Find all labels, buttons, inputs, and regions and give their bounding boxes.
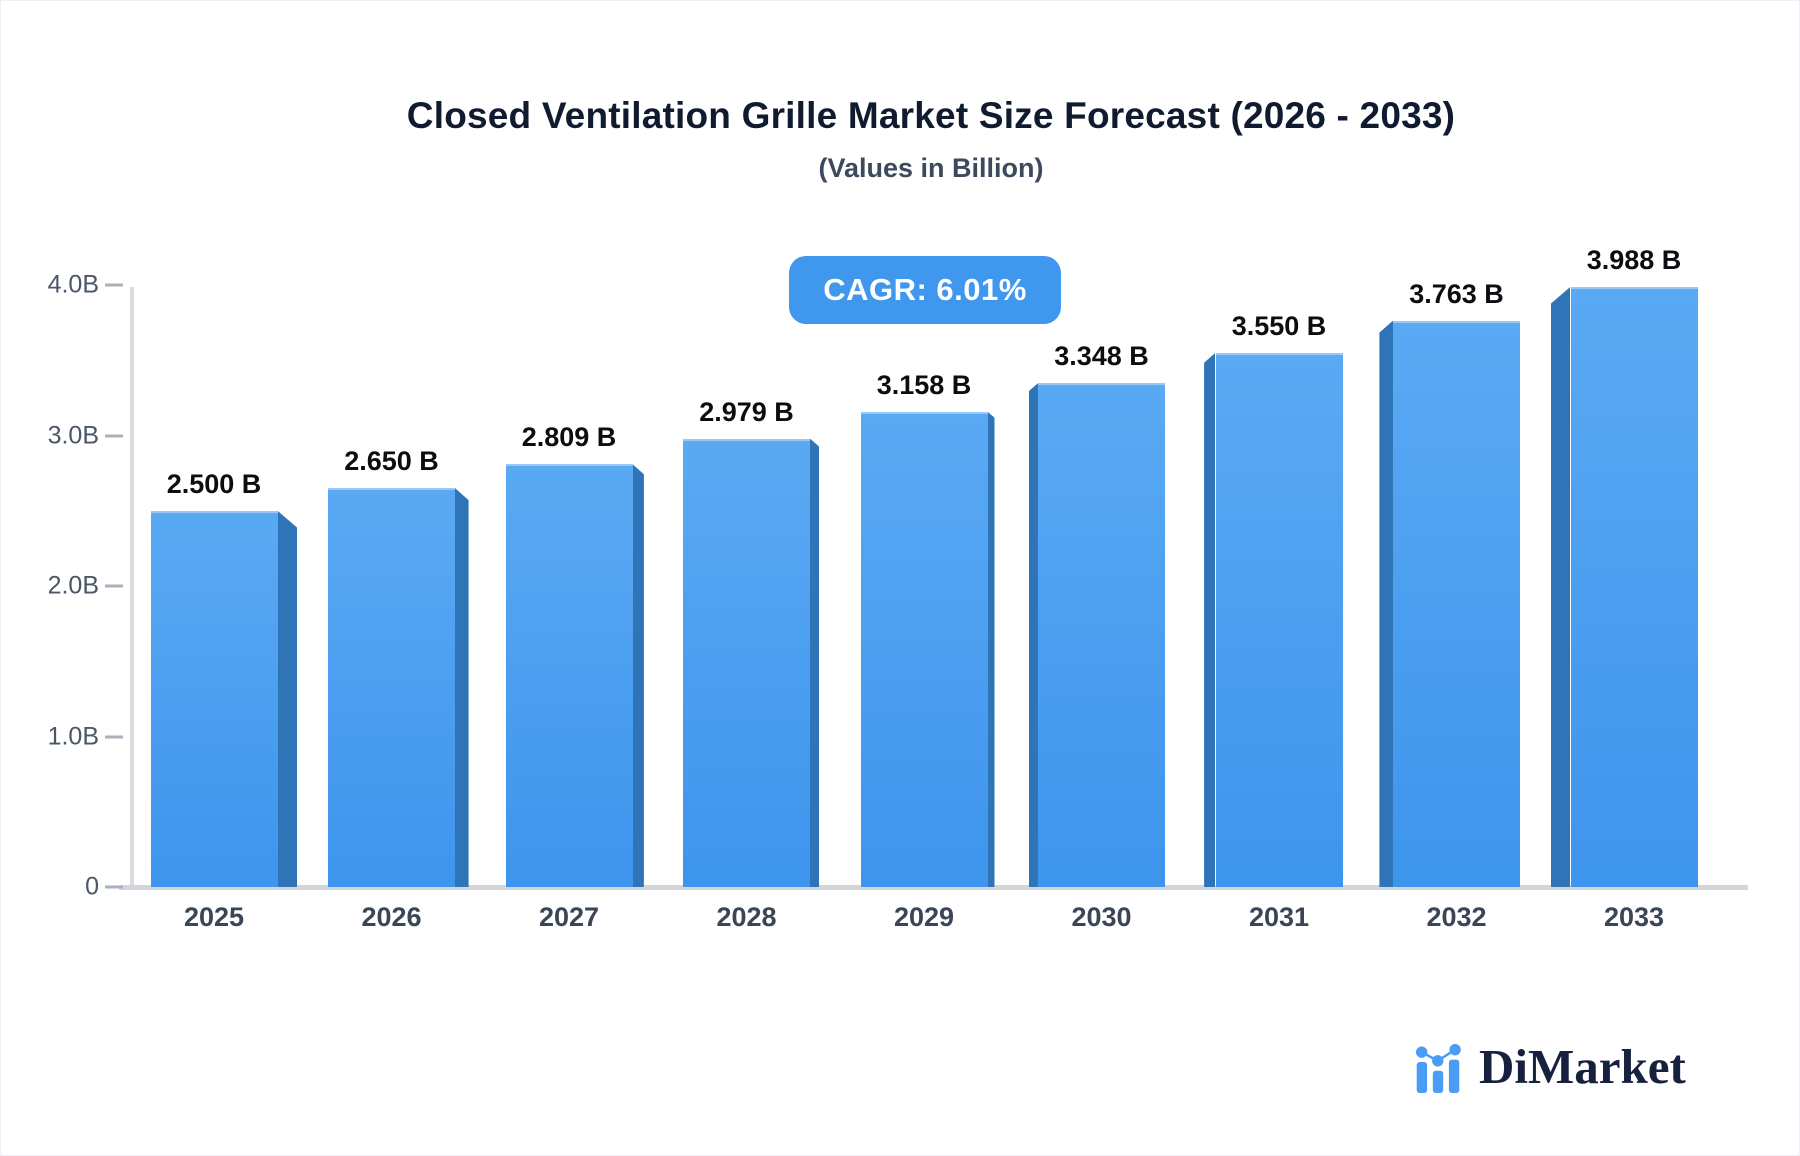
y-axis-tick-label: 3.0B [47, 421, 99, 449]
x-axis-baseline [119, 885, 1748, 890]
mini-bar-chart-icon [1415, 1043, 1461, 1093]
bar-value-label: 3.348 B [1054, 341, 1149, 372]
cagr-badge-label: CAGR: 6.01% [823, 272, 1027, 307]
x-axis-category-label: 2030 [1071, 902, 1132, 932]
x-axis-category-label: 2031 [1248, 902, 1310, 932]
x-axis-category-label: 2029 [893, 902, 955, 932]
bar-3d-side [455, 488, 469, 887]
x-axis-category-label: 2032 [1426, 902, 1487, 932]
y-axis-tick-label: 0 [85, 872, 99, 901]
bar-value-label: 3.550 B [1231, 310, 1327, 341]
y-axis-tick-mark [105, 434, 123, 437]
x-axis-category-label: 2027 [538, 902, 600, 932]
bar [1038, 383, 1165, 887]
y-axis-tick-label: 1.0B [47, 722, 99, 750]
chart-subtitle: (Values in Billion) [818, 153, 1044, 183]
bar-value-label: 3.158 B [876, 369, 972, 400]
bar-value-label: 2.650 B [344, 446, 439, 477]
x-axis-category-label: 2026 [361, 902, 422, 932]
bar-value-label: 2.979 B [699, 396, 794, 427]
y-axis-tick-mark [105, 735, 123, 738]
bar-3d-side [1028, 383, 1038, 887]
y-axis-tick-mark [105, 584, 123, 588]
bar [150, 510, 278, 887]
bar [1215, 352, 1343, 887]
cagr-badge: CAGR: 6.01% [789, 256, 1061, 324]
bar [328, 488, 455, 887]
bar [1570, 286, 1698, 887]
bar-3d-side [632, 464, 644, 887]
x-axis-category-label: 2025 [183, 902, 245, 932]
y-axis-tick-label: 2.0B [47, 571, 99, 600]
bar-value-label: 3.763 B [1409, 278, 1504, 309]
x-axis-category-label: 2028 [716, 902, 777, 932]
chart-title: Closed Ventilation Grille Market Size Fo… [406, 95, 1456, 136]
bar-3d-side [1379, 320, 1393, 887]
bar [505, 464, 633, 887]
x-axis-category-label: 2033 [1603, 902, 1665, 932]
bar-3d-side [987, 411, 995, 887]
y-axis-tick-mark [105, 283, 123, 287]
bar [1393, 320, 1520, 887]
bar-3d-side [1204, 352, 1216, 887]
brand-logo: DiMarket [1413, 1041, 1686, 1093]
bar-value-label: 2.809 B [521, 422, 617, 453]
bar-value-label: 3.988 B [1586, 244, 1682, 275]
bar-3d-side [1550, 286, 1571, 887]
bar [683, 438, 810, 887]
bar-3d-side [277, 510, 298, 887]
bar-value-label: 2.500 B [166, 468, 262, 499]
y-axis-tick-label: 4.0B [47, 270, 99, 299]
y-axis-tick-mark [105, 885, 123, 889]
bar [860, 411, 988, 887]
y-axis-line [130, 287, 134, 889]
brand-logo-text: DiMarket [1479, 1039, 1686, 1094]
bar-3d-side [810, 438, 820, 887]
